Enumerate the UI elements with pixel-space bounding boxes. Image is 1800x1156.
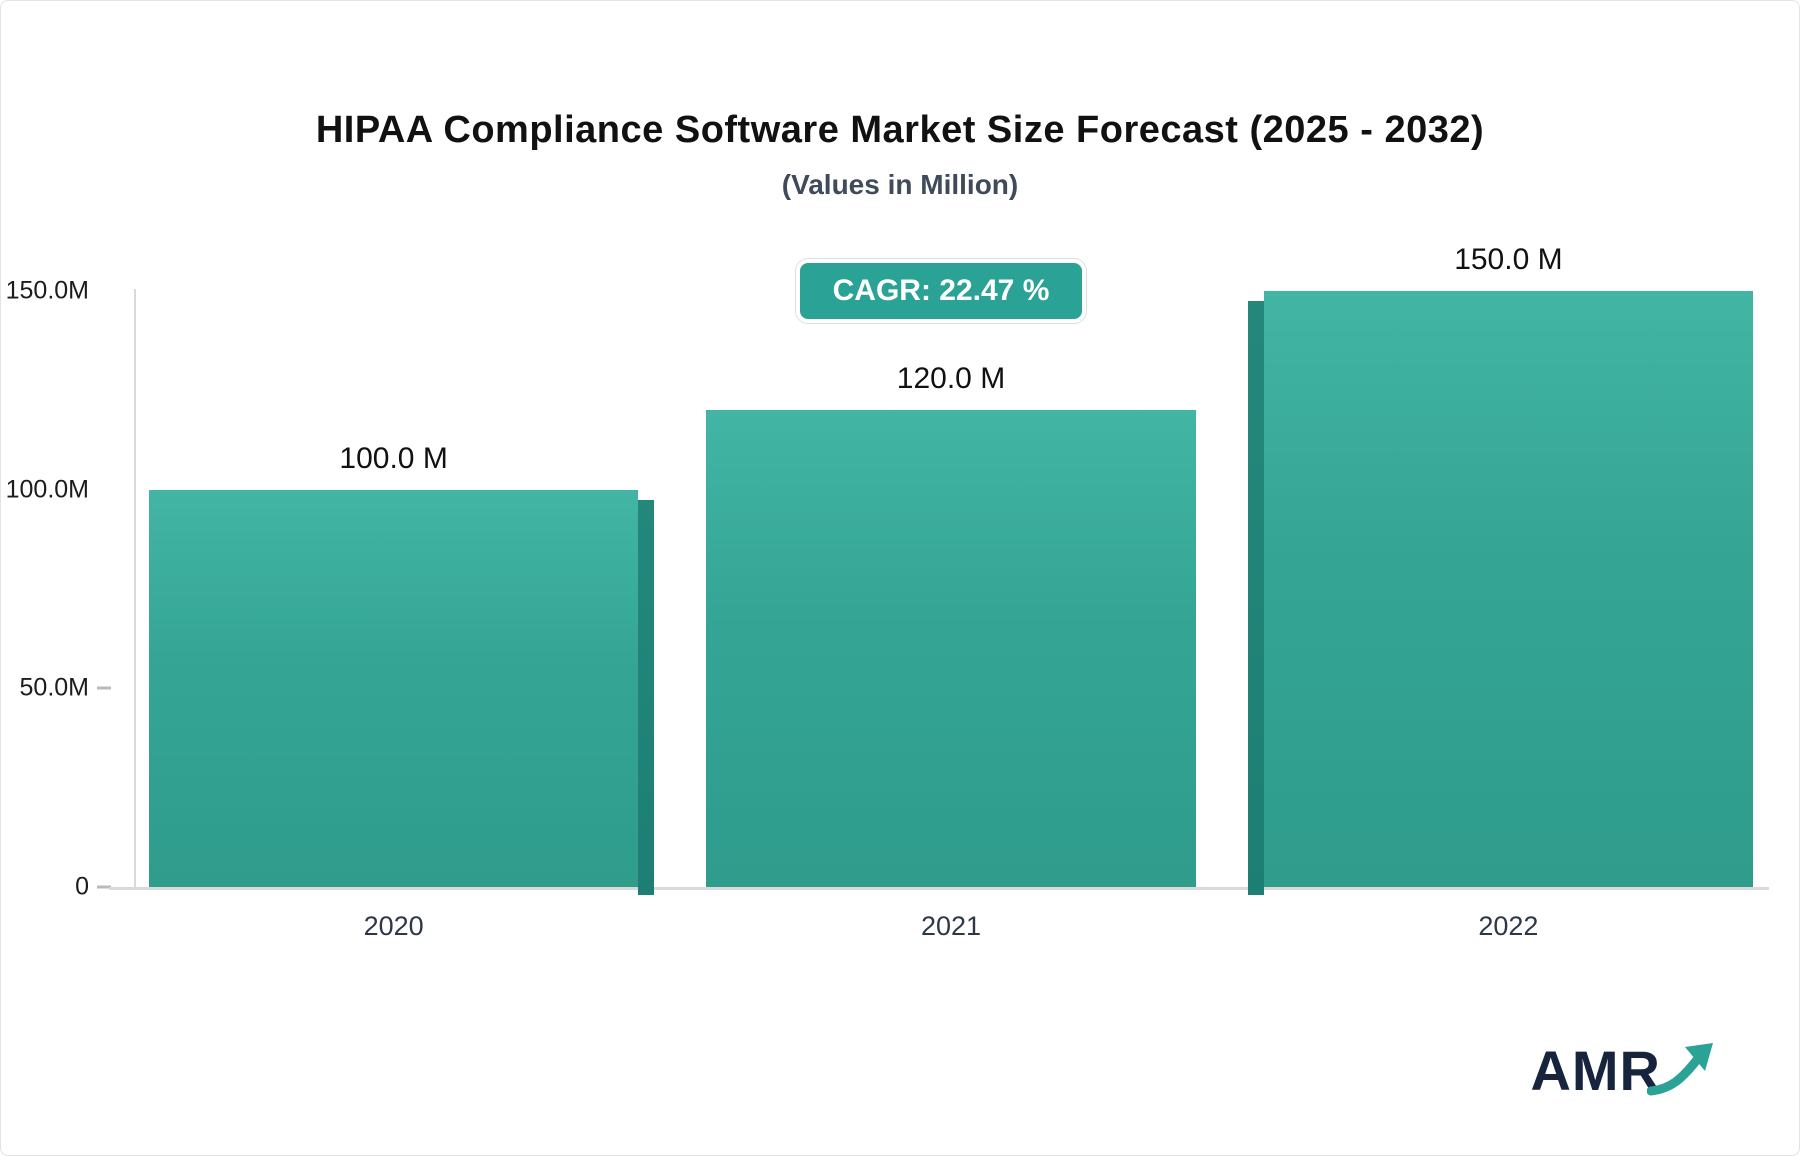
bar-2022 (1247, 291, 1753, 895)
x-axis-line (109, 887, 1769, 890)
y-axis-tick: 50.0M (20, 674, 111, 703)
y-axis-tick: 100.0M (6, 475, 111, 504)
chart-title: HIPAA Compliance Software Market Size Fo… (315, 109, 1485, 151)
x-axis-label-2022: 2022 (1478, 911, 1539, 941)
bar-slot-2022: 150.0 M (1247, 243, 1753, 895)
bar-value-label: 120.0 M (896, 362, 1006, 396)
amr-logo-arrow-icon (1647, 1042, 1713, 1095)
bar-value-label: 150.0 M (1454, 243, 1563, 276)
y-axis-tick-mark (97, 686, 111, 690)
bar-2020 (149, 489, 655, 895)
y-axis-tick: 0 (75, 873, 111, 902)
y-axis-line (134, 289, 136, 889)
cagr-badge: CAGR: 22.47 % (796, 259, 1086, 323)
y-axis-tick-label: 0 (75, 872, 89, 901)
bar-3d-edge (1247, 301, 1264, 895)
bar-2021 (706, 410, 1196, 887)
x-axis-label-2020: 2020 (363, 911, 424, 941)
chart-subtitle: (Values in Million) (781, 169, 1019, 200)
y-axis-tick-label: 100.0M (5, 475, 89, 504)
x-axis-label-2021: 2021 (920, 911, 982, 941)
y-axis-tick-label: 50.0M (19, 673, 89, 702)
amr-logo: AMR (1530, 1038, 1719, 1103)
bar-value-label: 100.0 M (339, 441, 448, 475)
bar-slot-2020: 100.0 M (149, 291, 655, 895)
bar-plot-area: 100.0 M 120.0 M 150.0 M (149, 243, 1753, 895)
bar-3d-edge (638, 499, 655, 895)
bar-slot-2021: 120.0 M (706, 291, 1196, 887)
y-axis-labels: 150.0M 100.0M 50.0M 0 (1, 277, 111, 901)
y-axis-tick: 150.0M (6, 277, 111, 306)
y-axis-tick-mark (97, 885, 111, 889)
y-axis-tick-label: 150.0M (5, 276, 89, 305)
amr-logo-text: AMR (1530, 1039, 1661, 1102)
x-axis-labels: 2020 2021 2022 (149, 911, 1753, 942)
